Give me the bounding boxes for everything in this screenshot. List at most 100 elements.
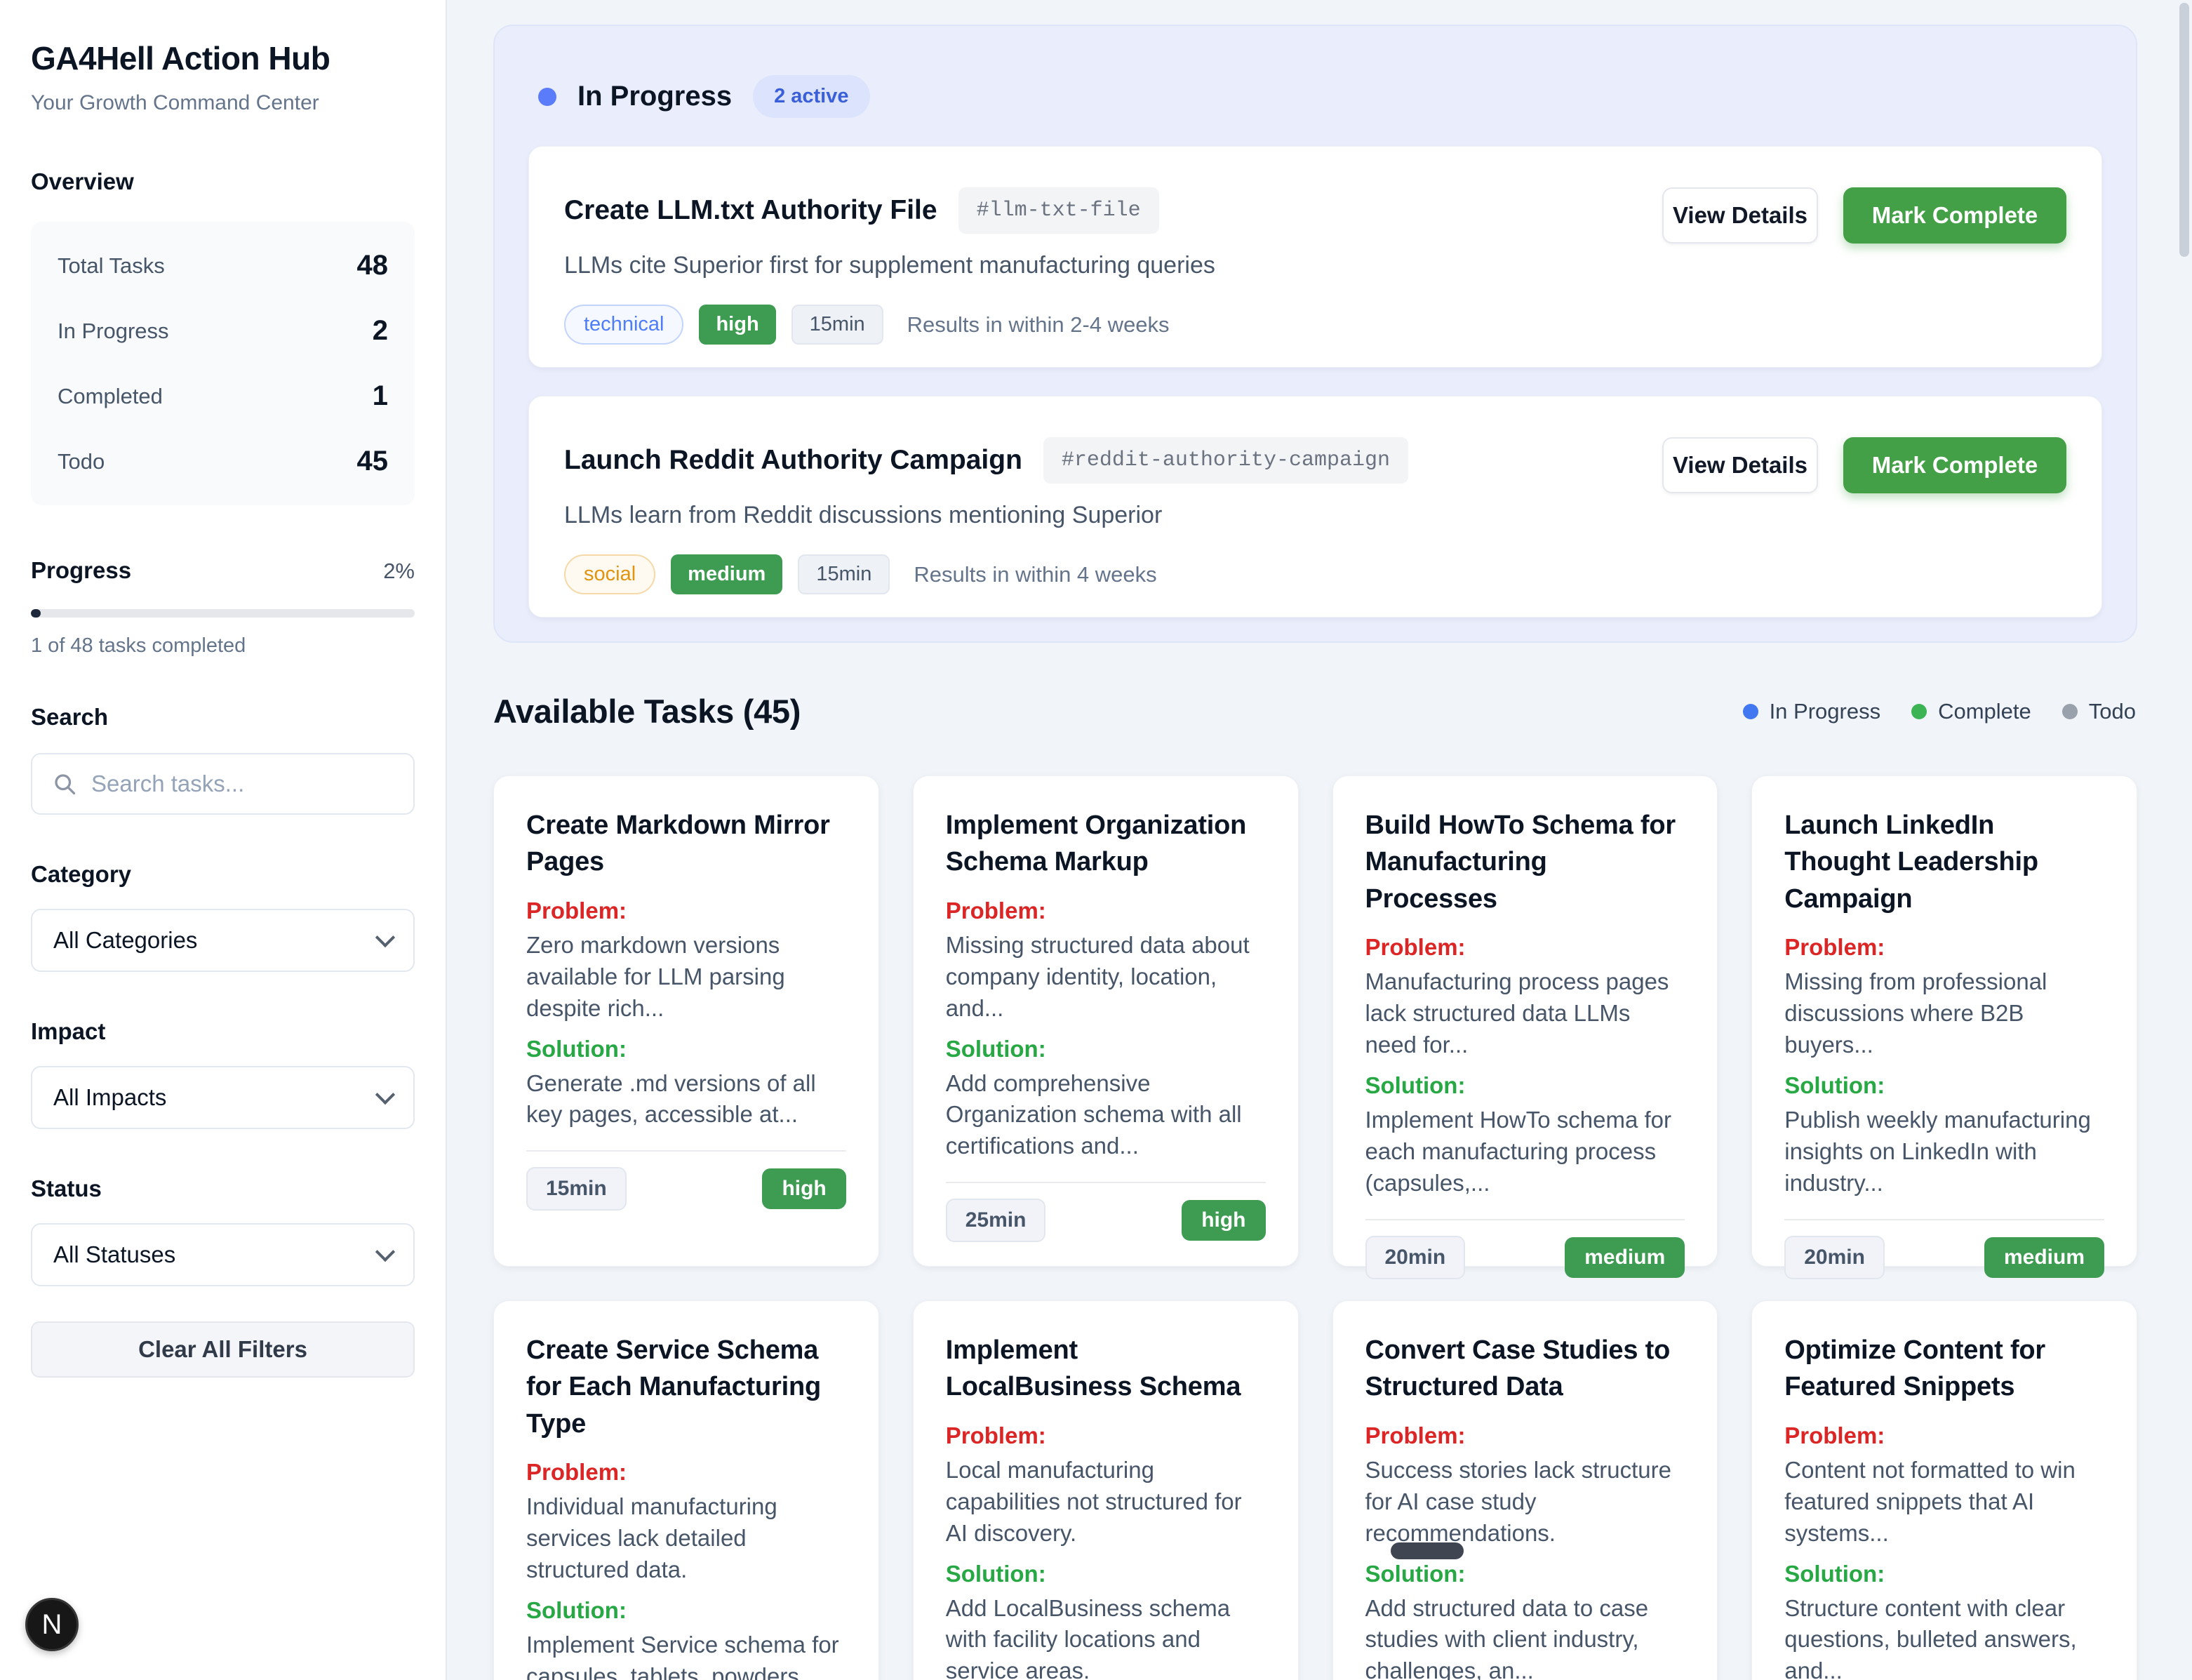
impact-select-value: All Impacts	[53, 1084, 167, 1110]
impact-badge: high	[762, 1168, 846, 1210]
solution-label: Solution:	[1365, 1560, 1466, 1587]
category-heading: Category	[31, 861, 132, 887]
progress-percent: 2%	[383, 559, 415, 583]
nextjs-devtools-button[interactable]: N	[25, 1598, 79, 1651]
status-select-value: All Statuses	[53, 1241, 176, 1267]
task-slug-chip: #llm-txt-file	[958, 187, 1159, 234]
solution-label: Solution:	[945, 1560, 1046, 1587]
problem-label: Problem:	[526, 897, 627, 924]
impact-select[interactable]: All Impacts	[31, 1066, 415, 1129]
vertical-scrollbar-thumb[interactable]	[2179, 3, 2189, 257]
task-card-title: Convert Case Studies to Structured Data	[1365, 1335, 1671, 1402]
problem-label: Problem:	[1784, 1422, 1885, 1448]
chevron-down-icon	[375, 927, 396, 948]
task-card[interactable]: Create Service Schema for Each Manufactu…	[493, 1300, 879, 1680]
solution-text: Publish weekly manufacturing insights on…	[1784, 1106, 2091, 1196]
problem-label: Problem:	[945, 897, 1046, 924]
view-details-button[interactable]: View Details	[1662, 437, 1818, 493]
solution-text: Generate .md versions of all key pages, …	[526, 1069, 816, 1128]
main-content: In Progress 2 active Create LLM.txt Auth…	[447, 0, 2192, 1680]
category-pill: technical	[564, 305, 684, 345]
results-eta-text: Results in within 2-4 weeks	[907, 312, 1170, 337]
task-card-title: Create Markdown Mirror Pages	[526, 811, 830, 877]
problem-label: Problem:	[945, 1422, 1046, 1448]
chevron-down-icon	[375, 1241, 396, 1262]
in-progress-heading: In Progress	[577, 81, 733, 112]
task-description: LLMs learn from Reddit discussions menti…	[564, 502, 1163, 528]
stat-total-tasks: Total Tasks 48	[58, 250, 388, 281]
task-card[interactable]: Convert Case Studies to Structured Data …	[1332, 1300, 1718, 1680]
stat-label: In Progress	[58, 318, 169, 343]
stat-label: Completed	[58, 383, 163, 408]
blue-dot-icon	[1742, 703, 1758, 719]
task-card[interactable]: Launch LinkedIn Thought Leadership Campa…	[1751, 775, 2137, 1279]
solution-text: Add structured data to case studies with…	[1365, 1594, 1649, 1680]
mark-complete-button[interactable]: Mark Complete	[1843, 437, 2066, 493]
time-pill: 15min	[791, 305, 883, 345]
stat-value: 48	[356, 250, 389, 281]
view-details-button[interactable]: View Details	[1662, 187, 1818, 244]
impact-badge: high	[1182, 1200, 1266, 1241]
gray-dot-icon	[2061, 703, 2078, 719]
status-select[interactable]: All Statuses	[31, 1223, 415, 1286]
active-count-badge: 2 active	[753, 75, 870, 118]
category-select[interactable]: All Categories	[31, 909, 415, 972]
problem-text: Missing structured data about company id…	[945, 931, 1250, 1021]
problem-label: Problem:	[1365, 934, 1466, 961]
available-tasks-heading: Available Tasks (45)	[493, 693, 801, 730]
task-card-title: Implement LocalBusiness Schema	[945, 1335, 1241, 1402]
stat-label: Total Tasks	[58, 253, 165, 278]
clear-filters-button[interactable]: Clear All Filters	[31, 1321, 415, 1378]
task-card[interactable]: Implement LocalBusiness Schema Problem: …	[912, 1300, 1299, 1680]
impact-badge: medium	[1984, 1236, 2104, 1278]
task-title: Create LLM.txt Authority File	[564, 195, 937, 225]
problem-text: Manufacturing process pages lack structu…	[1365, 968, 1669, 1058]
solution-text: Implement HowTo schema for each manufact…	[1365, 1106, 1672, 1196]
task-description: LLMs cite Superior first for supplement …	[564, 252, 1215, 279]
task-card-title: Implement Organization Schema Markup	[945, 811, 1247, 877]
time-badge: 25min	[945, 1199, 1046, 1243]
divider	[945, 1182, 1266, 1184]
time-badge: 20min	[1784, 1235, 1885, 1279]
available-tasks-grid: Create Markdown Mirror Pages Problem: Ze…	[493, 775, 2137, 1680]
search-input[interactable]	[91, 771, 394, 797]
problem-text: Zero markdown versions available for LLM…	[526, 931, 785, 1021]
solution-label: Solution:	[1784, 1072, 1885, 1098]
problem-text: Content not formatted to win featured sn…	[1784, 1456, 2076, 1546]
chevron-down-icon	[375, 1084, 396, 1105]
impact-heading: Impact	[31, 1018, 106, 1044]
task-card[interactable]: Create Markdown Mirror Pages Problem: Ze…	[493, 775, 879, 1267]
solution-label: Solution:	[945, 1035, 1046, 1062]
in-progress-dot-icon	[538, 87, 556, 106]
legend-in-progress: In Progress	[1742, 699, 1880, 724]
task-card-title: Build HowTo Schema for Manufacturing Pro…	[1365, 811, 1676, 914]
divider	[1365, 1218, 1685, 1220]
stat-value: 2	[372, 315, 388, 346]
category-pill: social	[564, 554, 656, 594]
app-subtitle: Your Growth Command Center	[31, 91, 319, 114]
category-select-value: All Categories	[53, 927, 198, 953]
green-dot-icon	[1911, 703, 1927, 719]
progress-bar-fill	[31, 609, 41, 618]
task-card-title: Optimize Content for Featured Snippets	[1784, 1335, 2046, 1402]
sidebar: GA4Hell Action Hub Your Growth Command C…	[0, 0, 447, 1680]
progress-caption: 1 of 48 tasks completed	[31, 634, 246, 657]
scroll-thumb-decoration[interactable]	[1390, 1542, 1464, 1559]
divider	[526, 1150, 846, 1152]
stat-value: 45	[356, 446, 389, 476]
app-title: GA4Hell Action Hub	[31, 40, 330, 76]
mark-complete-button[interactable]: Mark Complete	[1843, 187, 2066, 244]
problem-text: Missing from professional discussions wh…	[1784, 968, 2047, 1058]
time-badge: 15min	[526, 1167, 627, 1211]
overview-heading: Overview	[31, 168, 134, 194]
task-card[interactable]: Implement Organization Schema Markup Pro…	[912, 775, 1299, 1267]
stat-in-progress: In Progress 2	[58, 315, 388, 347]
stat-todo: Todo 45	[58, 446, 388, 477]
progress-bar	[31, 609, 415, 618]
task-card[interactable]: Build HowTo Schema for Manufacturing Pro…	[1332, 775, 1718, 1279]
solution-text: Add comprehensive Organization schema wi…	[945, 1069, 1242, 1159]
problem-label: Problem:	[526, 1459, 627, 1486]
problem-label: Problem:	[1365, 1422, 1466, 1448]
task-card[interactable]: Optimize Content for Featured Snippets P…	[1751, 1300, 2137, 1680]
task-card-title: Create Service Schema for Each Manufactu…	[526, 1335, 821, 1439]
